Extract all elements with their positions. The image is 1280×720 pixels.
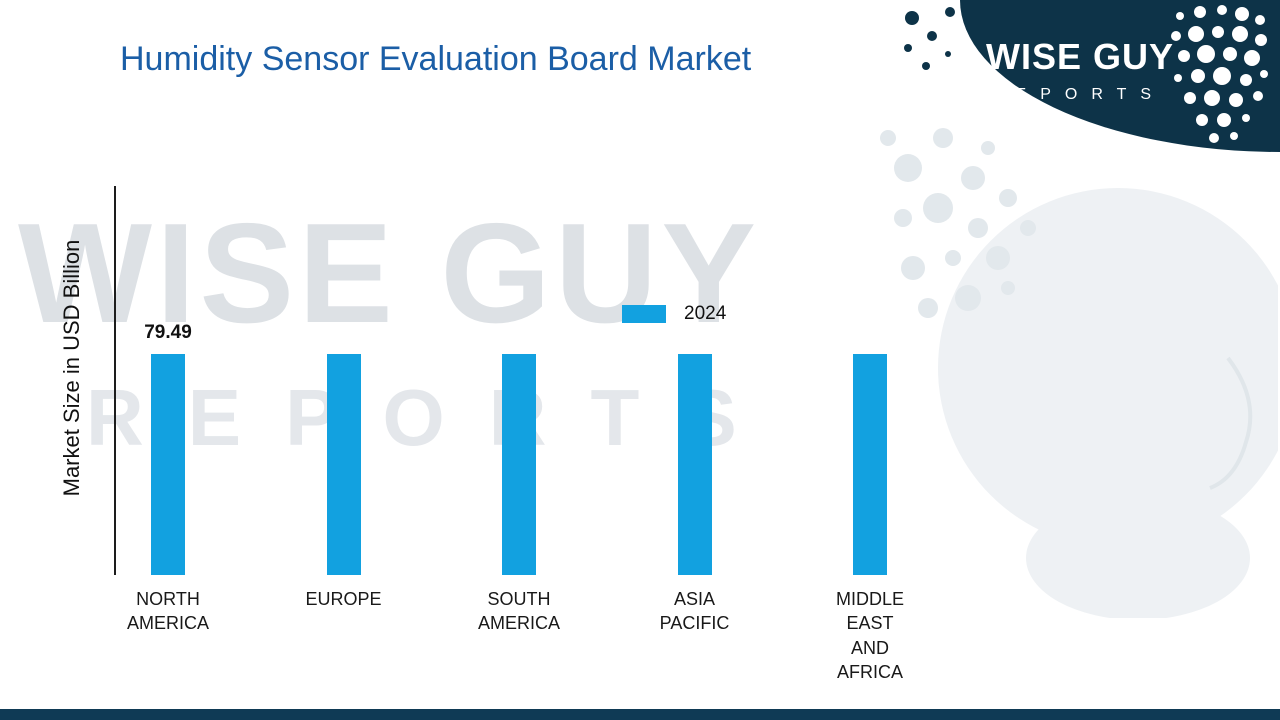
chart-title: Humidity Sensor Evaluation Board Market — [120, 40, 752, 78]
brand-logo-corner: WISE GUY REPORTS — [960, 0, 1280, 152]
bar-group: MIDDLE EAST AND AFRICA — [815, 185, 925, 682]
watermark-wordmark-line1: WISE GUY — [18, 194, 761, 353]
category-label: SOUTH AMERICA — [477, 589, 560, 634]
bar-group: 79.49 NORTH AMERICA — [113, 185, 223, 633]
bar-group: SOUTH AMERICA — [464, 185, 574, 633]
brand-logo-wordmark: WISE GUY — [986, 36, 1175, 77]
bar-group: EUROPE — [289, 185, 399, 609]
brand-logo-head-icon — [1171, 5, 1268, 143]
bar-south-america — [502, 354, 536, 575]
bar-value-label: 79.49 — [144, 322, 192, 343]
category-label: MIDDLE EAST AND AFRICA — [835, 589, 904, 682]
category-label: EUROPE — [305, 589, 382, 609]
bar-group: ASIA PACIFIC — [640, 185, 750, 633]
y-axis-label: Market Size in USD Billion — [59, 239, 84, 497]
legend-label-2024: 2024 — [684, 303, 727, 324]
bar-asia-pacific — [677, 354, 712, 575]
corner-outer-dots — [904, 7, 955, 70]
watermark-head-graphic — [880, 128, 1278, 618]
watermark-wordmark-line2: REPORTS — [86, 373, 781, 462]
bar-middle-east-and-africa — [853, 354, 887, 575]
category-label: ASIA PACIFIC — [659, 589, 730, 634]
bar-north-america — [151, 354, 185, 575]
plot-area: 79.49 NORTH AMERICA EUROPE SOUTH AMERICA ASI… — [113, 185, 925, 682]
y-axis-line — [114, 186, 116, 575]
legend: 2024 — [622, 303, 726, 325]
bar-europe — [326, 354, 361, 575]
footer-accent-bar — [0, 709, 1280, 720]
brand-logo-sub: REPORTS — [990, 86, 1166, 103]
legend-swatch-2024 — [622, 305, 666, 323]
category-label: NORTH AMERICA — [126, 589, 209, 634]
